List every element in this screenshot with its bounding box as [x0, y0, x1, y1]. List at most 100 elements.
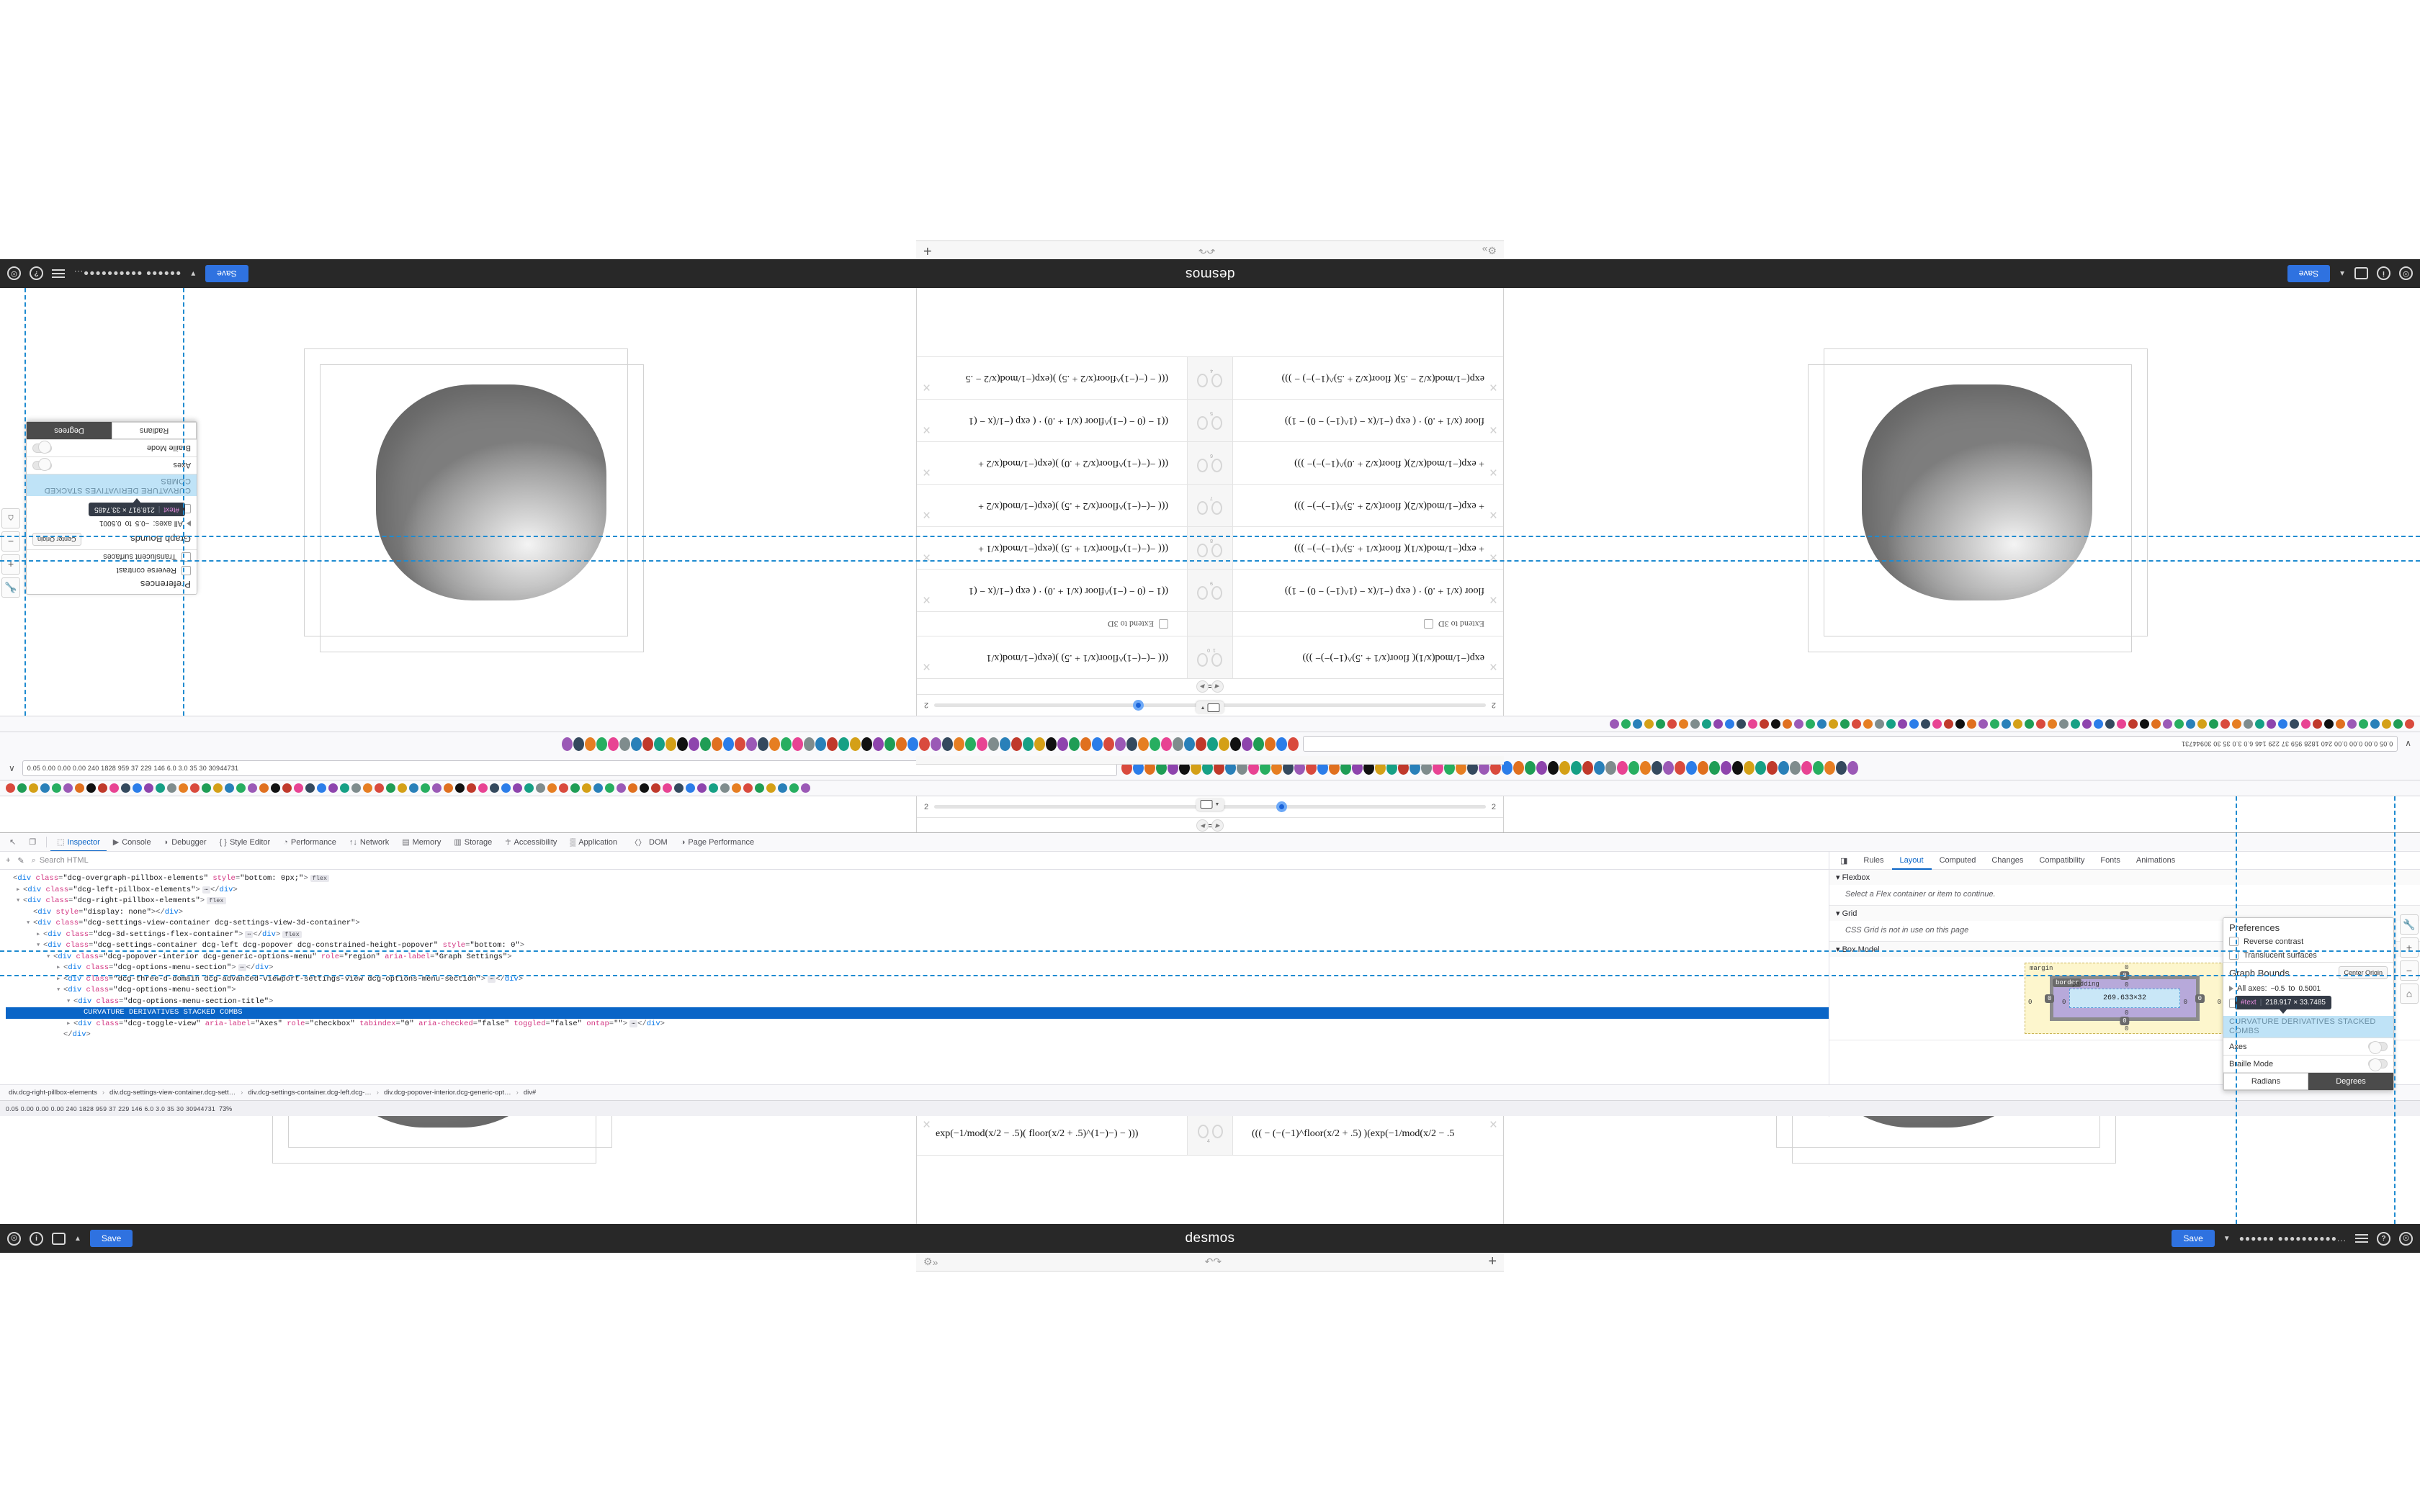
delete-expression-icon[interactable]: × — [923, 507, 931, 522]
bookmark-icon[interactable] — [2013, 719, 2022, 729]
extension-icon[interactable] — [1708, 761, 1720, 775]
export-icon[interactable] — [52, 1232, 66, 1245]
markup-line[interactable]: </div> — [63, 1030, 91, 1039]
responsive-mode-button[interactable]: ❐ — [22, 833, 42, 851]
twisty-icon[interactable]: ▾ — [56, 986, 61, 994]
bookmark-icon[interactable] — [467, 783, 476, 793]
delete-expression-icon[interactable]: × — [923, 1117, 931, 1133]
extension-icon[interactable] — [1115, 737, 1126, 751]
globe-icon[interactable]: ☉ — [7, 1231, 21, 1246]
address-bar[interactable]: 0.05 0.00 0.00 0.00 240 1828 959 37 229 … — [22, 760, 1117, 776]
markup-line[interactable]: ▸ <div class="dcg-three-d-domain dcg-adva… — [6, 974, 1829, 986]
bookmark-icon[interactable] — [1840, 719, 1850, 729]
redo-icon[interactable]: ↷ — [1213, 1256, 1222, 1267]
bookmark-icon[interactable] — [2025, 719, 2034, 729]
redo-icon[interactable]: ↷ — [1198, 245, 1207, 256]
delete-expression-icon[interactable]: × — [923, 464, 931, 480]
chevron-up-icon[interactable]: ▲ — [74, 1234, 81, 1243]
bookmark-icon[interactable] — [248, 783, 257, 793]
graph-settings-popover[interactable]: Preferences Reverse contrast Translucent… — [26, 421, 197, 595]
bookmark-icon[interactable] — [2186, 719, 2195, 729]
grid-header[interactable]: ▾ Grid — [1829, 906, 2420, 921]
breadcrumb-item[interactable]: div.dcg-settings-container.dcg-left.dcg-… — [248, 1089, 372, 1097]
extension-icon[interactable] — [1766, 761, 1778, 775]
bookmark-icon[interactable] — [2140, 719, 2149, 729]
delete-expression-icon[interactable]: × — [1489, 422, 1497, 437]
expression-bullet[interactable] — [1211, 501, 1223, 516]
extension-icon[interactable] — [689, 737, 700, 751]
axes-toggle[interactable] — [2368, 1041, 2388, 1054]
devtools-tab-performance[interactable]: ◔ Performance — [277, 833, 343, 851]
extend-3d-checkbox[interactable] — [1159, 619, 1168, 629]
bookmark-icon[interactable] — [2071, 719, 2080, 729]
bookmark-icon[interactable] — [2255, 719, 2264, 729]
chevron-down-icon[interactable]: ▼ — [189, 269, 197, 278]
delete-expression-icon[interactable]: × — [923, 379, 931, 395]
expression-row[interactable]: × ((1 − (0 − (−1)^floor (x/1 + .0) · ( ex… — [917, 399, 1503, 441]
save-button[interactable]: Save — [2172, 1230, 2215, 1247]
extend-3d-checkbox[interactable] — [1424, 619, 1433, 629]
gear-icon[interactable]: ⚙ — [1487, 245, 1497, 256]
extension-icon[interactable] — [954, 737, 965, 751]
bookmark-icon[interactable] — [582, 783, 591, 793]
bookmark-icon[interactable] — [167, 783, 176, 793]
breadcrumb-item[interactable]: div.dcg-right-pillbox-elements — [9, 1089, 97, 1097]
delete-expression-icon[interactable]: × — [1489, 592, 1497, 607]
expression-math-left[interactable]: ((( −(−(−1)^floor(x/1 + .5) )(exp(−1/mod… — [1302, 652, 1485, 663]
expression-bullet[interactable] — [1197, 416, 1209, 431]
extension-icon[interactable] — [931, 737, 942, 751]
extension-icon[interactable] — [908, 737, 919, 751]
bookmark-icon[interactable] — [1990, 719, 1999, 729]
search-html-input[interactable]: ⌕ Search HTML — [32, 856, 89, 865]
bookmark-icon[interactable] — [628, 783, 637, 793]
extension-icon[interactable] — [631, 737, 642, 751]
degrees-button[interactable]: Degrees — [27, 422, 112, 439]
devtools-tab-dom[interactable]: 〈〉 DOM — [624, 833, 674, 851]
desmos-logo[interactable]: desmos — [1185, 266, 1235, 282]
extension-icon[interactable] — [596, 737, 608, 751]
expand-icon[interactable]: » — [1482, 244, 1488, 256]
extension-icon[interactable] — [1536, 761, 1547, 775]
extension-icon[interactable] — [1559, 761, 1570, 775]
padding-left-value[interactable]: 0 — [2061, 998, 2066, 1006]
expression-bullet[interactable] — [1197, 459, 1209, 473]
markup-line[interactable]: ▾ <div class="dcg-right-pillbox-elements"… — [6, 896, 1829, 907]
bookmark-icon[interactable] — [697, 783, 707, 793]
bookmark-icon[interactable] — [2197, 719, 2207, 729]
expression-handle[interactable]: 9 — [1187, 570, 1233, 611]
extension-icon[interactable] — [700, 737, 712, 751]
reverse-contrast-row[interactable]: Reverse contrast — [2223, 935, 2393, 948]
extension-icon[interactable] — [712, 737, 723, 751]
zoom-level[interactable]: 73% — [219, 1104, 233, 1112]
bookmark-icon[interactable] — [236, 783, 246, 793]
sidebar-toggle-icon[interactable]: ◨ — [1840, 856, 1848, 865]
twisty-icon[interactable]: ▸ — [36, 930, 41, 939]
extension-icon[interactable] — [1639, 761, 1651, 775]
extension-icon[interactable] — [1034, 737, 1046, 751]
bookmark-icon[interactable] — [1713, 719, 1723, 729]
zoom-in-icon[interactable]: + — [2400, 937, 2419, 958]
expression-handle[interactable]: 6 — [1187, 442, 1233, 484]
extension-icon[interactable] — [562, 737, 573, 751]
bookmark-icon[interactable] — [524, 783, 534, 793]
bookmark-icon[interactable] — [2278, 719, 2287, 729]
expression-bullet[interactable] — [1197, 586, 1209, 600]
bookmark-icon[interactable] — [2232, 719, 2241, 729]
extension-icon[interactable] — [1824, 761, 1835, 775]
extension-icon[interactable] — [1288, 737, 1299, 751]
extension-icon[interactable] — [642, 737, 654, 751]
expression-row[interactable]: × ((( − (−(−1)^floor(x/2 + .5) )(exp(−1/m… — [917, 1113, 1503, 1156]
devtools-tab-debugger[interactable]: ◗ Debugger — [158, 833, 213, 851]
zoom-in-icon[interactable]: + — [1, 554, 20, 575]
margin-top-value[interactable]: 0 — [2124, 964, 2129, 971]
reverse-contrast-checkbox[interactable] — [2229, 937, 2238, 946]
extension-icon[interactable] — [1570, 761, 1582, 775]
expression-math-left[interactable]: ((( −(−(−1)^floor(x/1 + .5) )(exp(−1/mod… — [1294, 543, 1484, 554]
bookmark-icon[interactable] — [513, 783, 522, 793]
expression-handle[interactable]: 4 — [1187, 1113, 1233, 1155]
extension-icon[interactable] — [1628, 761, 1639, 775]
extension-icon[interactable] — [861, 737, 873, 751]
expression-row[interactable]: × ((( −(−(−1)^floor(x/1 + .5) )(exp(−1/mo… — [917, 636, 1503, 678]
bookmark-icon[interactable] — [547, 783, 557, 793]
expression-rows[interactable]: × ((( −(−(−1)^floor(x/1 + .5) )(exp(−1/mo… — [917, 288, 1503, 678]
